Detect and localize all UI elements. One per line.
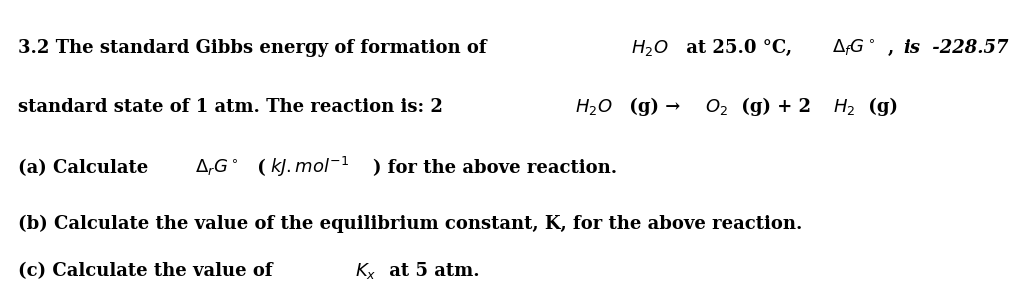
Text: -228.57: -228.57 [926, 39, 1015, 57]
Text: (a) Calculate: (a) Calculate [18, 159, 155, 178]
Text: $H_2O$: $H_2O$ [631, 38, 669, 58]
Text: $H_2$: $H_2$ [833, 97, 855, 117]
Text: $K_x$: $K_x$ [355, 261, 377, 281]
Text: $H_2O$: $H_2O$ [574, 97, 612, 117]
Text: $O_2$: $O_2$ [706, 97, 728, 117]
Text: $\Delta_f G^\circ$: $\Delta_f G^\circ$ [833, 38, 876, 58]
Text: (g) + 2: (g) + 2 [735, 98, 811, 116]
Text: at 5 atm.: at 5 atm. [383, 262, 479, 280]
Text: is: is [904, 39, 921, 57]
Text: at 25.0 °C,: at 25.0 °C, [680, 39, 798, 57]
Text: (b) Calculate the value of the equilibrium constant, K, for the above reaction.: (b) Calculate the value of the equilibri… [18, 215, 803, 233]
Text: $kJ.mol^{-1}$: $kJ.mol^{-1}$ [270, 155, 349, 179]
Text: ) for the above reaction.: ) for the above reaction. [373, 159, 616, 178]
Text: $\Delta_r G^\circ$: $\Delta_r G^\circ$ [195, 158, 239, 178]
Text: standard state of 1 atm. The reaction is: 2: standard state of 1 atm. The reaction is… [18, 98, 450, 116]
Text: (c) Calculate the value of: (c) Calculate the value of [18, 262, 280, 280]
Text: 3.2 The standard Gibbs energy of formation of: 3.2 The standard Gibbs energy of formati… [18, 39, 494, 57]
Text: ,: , [888, 39, 900, 57]
Text: (g) →: (g) → [624, 98, 687, 116]
Text: (g): (g) [861, 98, 898, 116]
Text: (: ( [251, 159, 266, 178]
